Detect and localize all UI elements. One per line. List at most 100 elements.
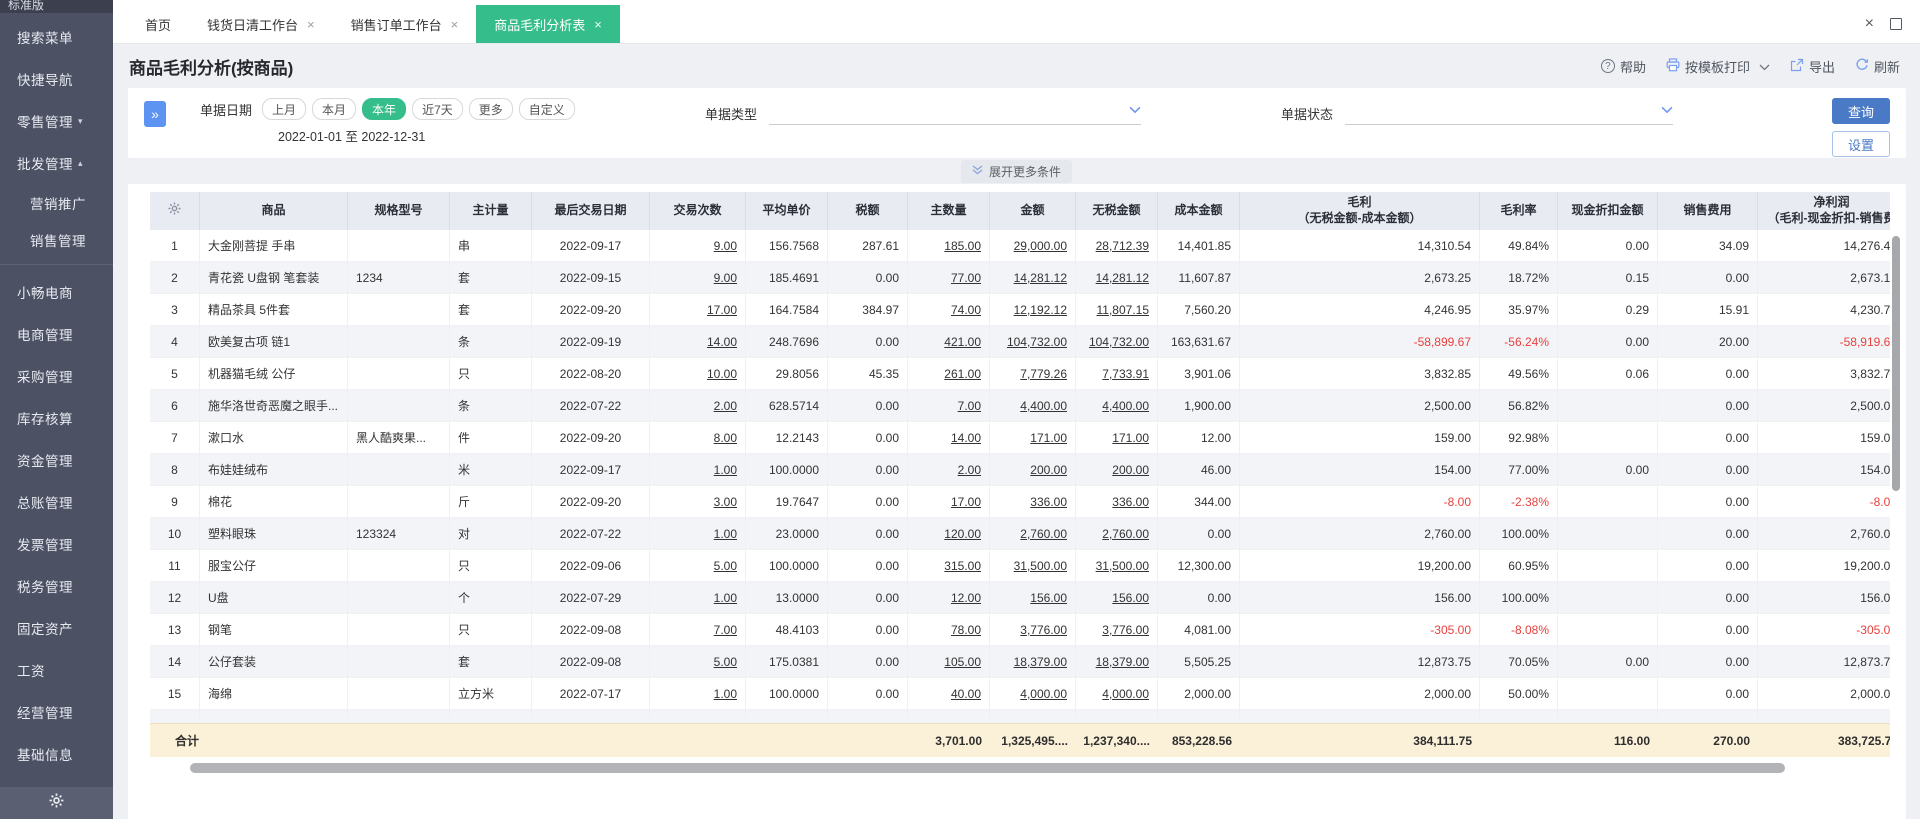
cell-link[interactable]: 5.00 [713,654,737,669]
cell-amount[interactable]: 200.00 [990,454,1076,485]
cell-count[interactable]: 10.00 [650,358,746,389]
cell-net_amount[interactable]: 18,379.00 [1076,646,1158,677]
cell-link[interactable]: 18,379.00 [1013,654,1067,669]
cell-qty[interactable]: 185.00 [908,230,990,261]
cell-link[interactable]: 9.00 [713,270,737,285]
column-header-unit[interactable]: 主计量 [450,192,532,230]
cell-link[interactable]: 156.00 [1112,590,1149,605]
cell-link[interactable]: 17.00 [950,494,981,509]
tab-home[interactable]: 首页 [127,5,189,43]
cell-amount[interactable]: 12,192.12 [990,294,1076,325]
tab-close-icon[interactable]: × [450,16,459,32]
column-header-date[interactable]: 最后交易日期 [532,192,650,230]
cell-amount[interactable]: 18,379.00 [990,646,1076,677]
cell-qty[interactable]: 120.00 [908,518,990,549]
cell-net_amount[interactable]: 4,400.00 [1076,390,1158,421]
cell-link[interactable]: 14.00 [706,334,737,349]
cell-link[interactable]: 1.00 [713,462,737,477]
cell-count[interactable]: 5.00 [650,550,746,581]
column-header-settings[interactable] [150,192,200,230]
cell-net_amount[interactable]: 7,733.91 [1076,358,1158,389]
date-option-3[interactable]: 近7天 [412,98,463,120]
date-range-value[interactable]: 2022-01-01 至 2022-12-31 [278,130,426,144]
cell-qty[interactable]: 7.00 [908,390,990,421]
column-header-tax[interactable]: 税额 [828,192,908,230]
cell-count[interactable]: 8.00 [650,422,746,453]
cell-link[interactable]: 8.00 [713,430,737,445]
cell-link[interactable]: 2.00 [957,462,981,477]
sidebar-item-basic-info[interactable]: 基础信息 [0,733,113,775]
cell-net_amount[interactable]: 156.00 [1076,582,1158,613]
sidebar-item-wholesale-mgmt[interactable]: 批发管理 ▴ [0,142,113,184]
cell-count[interactable]: 9.00 [650,230,746,261]
cell-qty[interactable]: 17.00 [908,486,990,517]
cell-link[interactable]: 74.00 [950,302,981,317]
cell-qty[interactable]: 74.00 [908,294,990,325]
sidebar-item-sales-mgmt[interactable]: 销售管理 [0,221,113,258]
print-by-template-button[interactable]: 按模板打印 [1666,57,1770,76]
cell-link[interactable]: 10.00 [706,366,737,381]
cell-link[interactable]: 31,500.00 [1013,558,1067,573]
cell-link[interactable]: 200.00 [1112,462,1149,477]
column-header-qty[interactable]: 主数量 [908,192,990,230]
cell-link[interactable]: 4,400.00 [1102,398,1149,413]
cell-net_amount[interactable]: 3,776.00 [1076,614,1158,645]
refresh-button[interactable]: 刷新 [1855,57,1900,76]
cell-link[interactable]: 336.00 [1030,494,1067,509]
cell-qty[interactable]: 315.00 [908,550,990,581]
cell-link[interactable]: 17.00 [706,302,737,317]
cell-link[interactable]: 1.00 [713,686,737,701]
cell-link[interactable]: 7,779.26 [1020,366,1067,381]
cell-count[interactable]: 7.00 [650,614,746,645]
column-header-amount[interactable]: 金额 [990,192,1076,230]
cell-count[interactable]: 3.00 [650,486,746,517]
cell-link[interactable]: 315.00 [944,558,981,573]
cell-link[interactable]: 2,760.00 [1020,526,1067,541]
cell-count[interactable]: 14.00 [650,326,746,357]
cell-link[interactable]: 7.00 [713,622,737,637]
cell-link[interactable]: 78.00 [950,622,981,637]
sidebar-item-tax-mgmt[interactable]: 税务管理 [0,565,113,607]
cell-amount[interactable]: 104,732.00 [990,326,1076,357]
cell-link[interactable]: 1.00 [713,590,737,605]
cell-amount[interactable]: 4,000.00 [990,678,1076,709]
cell-count[interactable]: 1.00 [650,454,746,485]
doc-type-select[interactable] [769,104,1141,125]
cell-link[interactable]: 120.00 [944,526,981,541]
sidebar-item-invoice-mgmt[interactable]: 发票管理 [0,523,113,565]
gear-icon[interactable] [49,793,64,813]
cell-count[interactable]: 2.00 [650,390,746,421]
close-icon[interactable]: × [1864,15,1874,32]
cell-link[interactable]: 185.00 [944,238,981,253]
sidebar-item-inventory-accounting[interactable]: 库存核算 [0,397,113,439]
cell-link[interactable]: 104,732.00 [1088,334,1149,349]
cell-qty[interactable]: 105.00 [908,646,990,677]
cell-link[interactable]: 2.00 [713,398,737,413]
cell-net_amount[interactable]: 28,712.39 [1076,230,1158,261]
date-option-4[interactable]: 更多 [468,98,513,120]
cell-link[interactable]: 171.00 [1030,430,1067,445]
cell-net_amount[interactable]: 4,000.00 [1076,678,1158,709]
sidebar-footer[interactable] [0,787,113,819]
cell-amount[interactable]: 29,000.00 [990,230,1076,261]
cell-link[interactable]: 9.00 [713,238,737,253]
cell-link[interactable]: 14,281.12 [1013,270,1067,285]
cell-link[interactable]: 12,192.12 [1013,302,1067,317]
cell-qty[interactable]: 261.00 [908,358,990,389]
sidebar-item-retail-mgmt[interactable]: 零售管理 ▾ [0,100,113,142]
date-option-1[interactable]: 本月 [312,98,357,120]
cell-link[interactable]: 11,807.15 [1096,302,1150,317]
collapse-filters-button[interactable]: » [144,101,166,127]
sidebar-item-operations-mgmt[interactable]: 经营管理 [0,691,113,733]
cell-link[interactable]: 29,000.00 [1013,238,1067,253]
cell-count[interactable]: 1.00 [650,678,746,709]
cell-net_amount[interactable]: 104,732.00 [1076,326,1158,357]
cell-link[interactable]: 14,281.12 [1095,270,1149,285]
cell-net_amount[interactable]: 2,760.00 [1076,518,1158,549]
date-option-5[interactable]: 自定义 [518,98,575,120]
cell-qty[interactable]: 2.00 [908,454,990,485]
column-header-cost[interactable]: 成本金额 [1158,192,1240,230]
tab-profit-analysis[interactable]: 商品毛利分析表 × [476,5,620,43]
cell-amount[interactable]: 7,779.26 [990,358,1076,389]
column-header-product[interactable]: 商品 [200,192,348,230]
